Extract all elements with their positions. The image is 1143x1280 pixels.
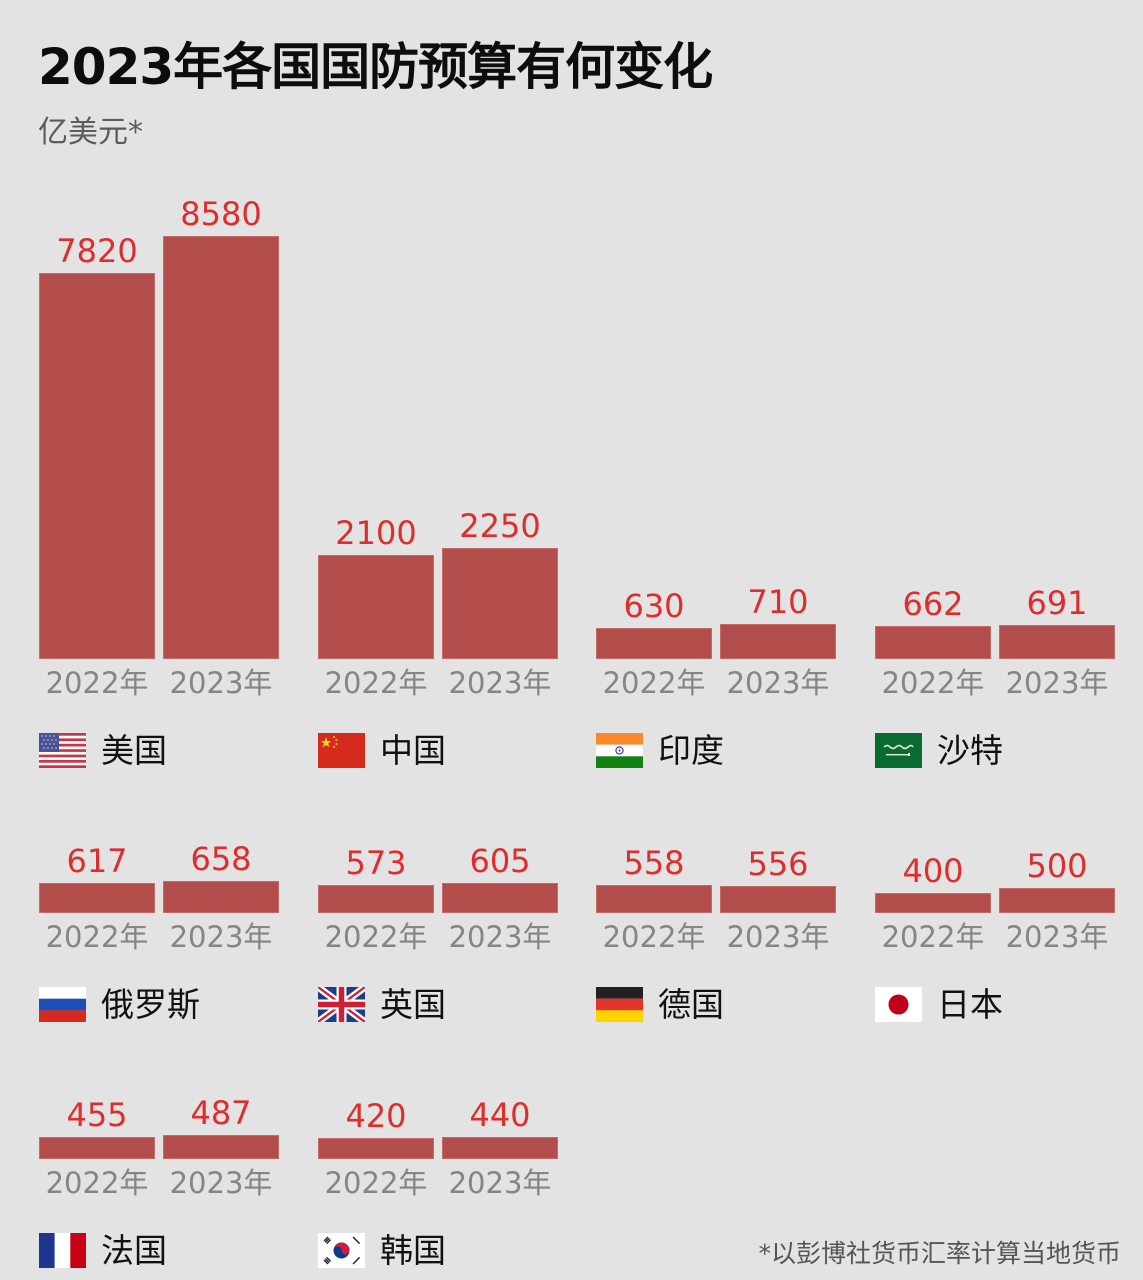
france-flag-icon: [39, 1232, 86, 1268]
value-label: 617: [66, 842, 128, 880]
value-label: 662: [902, 585, 964, 623]
bar-2023: [720, 886, 836, 913]
bar-2022: [39, 1137, 155, 1159]
us-flag-icon: [39, 732, 86, 768]
year-label: 2023年: [169, 920, 273, 954]
value-label: 573: [345, 844, 407, 882]
bar-2023: [720, 624, 836, 659]
country-name: 英国: [380, 984, 446, 1024]
bar-2023: [442, 548, 558, 659]
year-label: 2023年: [448, 1166, 552, 1200]
year-label: 2022年: [324, 920, 428, 954]
year-label: 2022年: [602, 920, 706, 954]
bar-2022: [875, 893, 991, 913]
chart-title: 2023年各国国防预算有何变化: [38, 38, 713, 96]
japan-flag-icon: [875, 986, 922, 1022]
country-legend: 韩国: [318, 1232, 446, 1268]
value-label: 710: [747, 583, 809, 621]
country-legend: 俄罗斯: [39, 986, 200, 1022]
year-label: 2023年: [726, 666, 830, 700]
bar-2022: [875, 626, 991, 659]
value-label: 440: [469, 1096, 531, 1134]
country-name: 美国: [101, 730, 167, 770]
bar-2022: [39, 883, 155, 913]
bar-2023: [163, 1135, 279, 1159]
year-label: 2023年: [448, 920, 552, 954]
bar-2023: [163, 236, 279, 659]
year-label: 2022年: [45, 666, 149, 700]
year-label: 2022年: [881, 666, 985, 700]
year-label: 2023年: [1005, 920, 1109, 954]
value-label: 558: [623, 844, 685, 882]
value-label: 7820: [56, 232, 138, 270]
country-name: 韩国: [380, 1230, 446, 1270]
country-legend: 德国: [596, 986, 724, 1022]
country-legend: 印度: [596, 732, 724, 768]
country-legend: 法国: [39, 1232, 167, 1268]
value-label: 556: [747, 845, 809, 883]
bar-2022: [596, 628, 712, 659]
year-label: 2022年: [324, 666, 428, 700]
year-label: 2022年: [602, 666, 706, 700]
year-label: 2023年: [169, 666, 273, 700]
bar-2023: [999, 625, 1115, 659]
value-label: 2100: [335, 514, 417, 552]
india-flag-icon: [596, 732, 643, 768]
year-label: 2023年: [169, 1166, 273, 1200]
russia-flag-icon: [39, 986, 86, 1022]
country-name: 俄罗斯: [101, 984, 200, 1024]
country-name: 德国: [658, 984, 724, 1024]
uk-flag-icon: [318, 986, 365, 1022]
country-legend: 日本: [875, 986, 1003, 1022]
bar-2022: [318, 885, 434, 913]
country-name: 中国: [380, 730, 446, 770]
value-label: 691: [1026, 584, 1088, 622]
bar-2023: [163, 881, 279, 913]
year-label: 2023年: [1005, 666, 1109, 700]
country-name: 日本: [937, 984, 1003, 1024]
value-label: 420: [345, 1097, 407, 1135]
value-label: 8580: [180, 195, 262, 233]
saudi-flag-icon: [875, 732, 922, 768]
country-legend: 中国: [318, 732, 446, 768]
value-label: 630: [623, 587, 685, 625]
year-label: 2022年: [324, 1166, 428, 1200]
country-name: 沙特: [937, 730, 1003, 770]
value-label: 487: [190, 1094, 252, 1132]
country-legend: 美国: [39, 732, 167, 768]
value-label: 605: [469, 842, 531, 880]
year-label: 2022年: [45, 920, 149, 954]
value-label: 400: [902, 852, 964, 890]
country-legend: 沙特: [875, 732, 1003, 768]
bar-2022: [596, 885, 712, 913]
country-name: 印度: [658, 730, 724, 770]
country-legend: 英国: [318, 986, 446, 1022]
country-name: 法国: [101, 1230, 167, 1270]
bar-2023: [999, 888, 1115, 913]
bar-2023: [442, 1137, 558, 1159]
year-label: 2023年: [448, 666, 552, 700]
value-label: 2250: [459, 507, 541, 545]
bar-2023: [442, 883, 558, 913]
bar-2022: [318, 555, 434, 659]
year-label: 2022年: [881, 920, 985, 954]
germany-flag-icon: [596, 986, 643, 1022]
bar-2022: [39, 273, 155, 659]
footnote: *以彭博社货币汇率计算当地货币: [758, 1239, 1121, 1268]
year-label: 2022年: [45, 1166, 149, 1200]
value-label: 658: [190, 840, 252, 878]
value-label: 500: [1026, 847, 1088, 885]
korea-flag-icon: [318, 1232, 365, 1268]
year-label: 2023年: [726, 920, 830, 954]
bar-2022: [318, 1138, 434, 1159]
value-label: 455: [66, 1096, 128, 1134]
chart-subtitle-unit: 亿美元*: [38, 115, 143, 150]
china-flag-icon: [318, 732, 365, 768]
